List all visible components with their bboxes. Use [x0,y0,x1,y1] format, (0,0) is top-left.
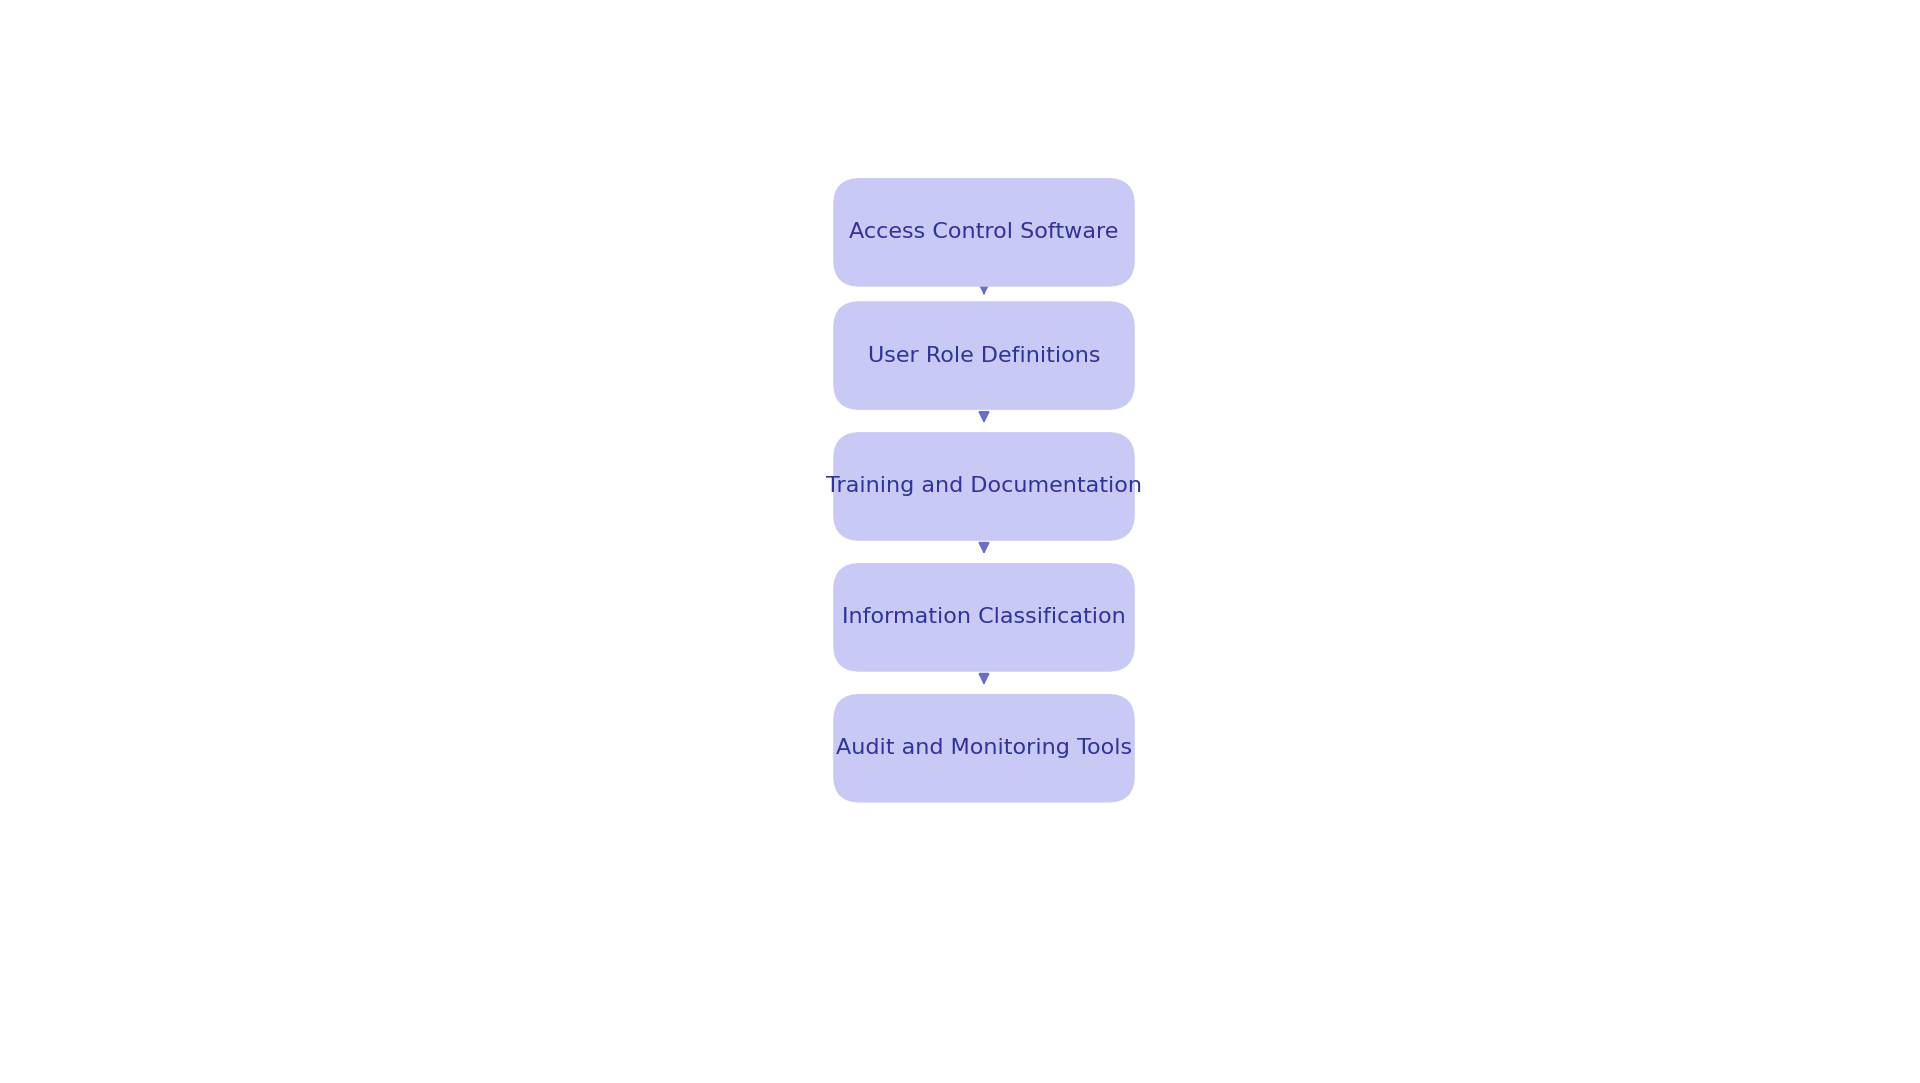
Text: Audit and Monitoring Tools: Audit and Monitoring Tools [835,739,1133,758]
Text: Information Classification: Information Classification [843,608,1125,627]
Text: User Role Definitions: User Role Definitions [868,345,1100,366]
FancyBboxPatch shape [833,178,1135,287]
Text: Training and Documentation: Training and Documentation [826,477,1142,496]
FancyBboxPatch shape [833,694,1135,803]
FancyBboxPatch shape [833,432,1135,540]
Text: Access Control Software: Access Control Software [849,222,1119,243]
FancyBboxPatch shape [833,563,1135,671]
FancyBboxPatch shape [833,301,1135,409]
